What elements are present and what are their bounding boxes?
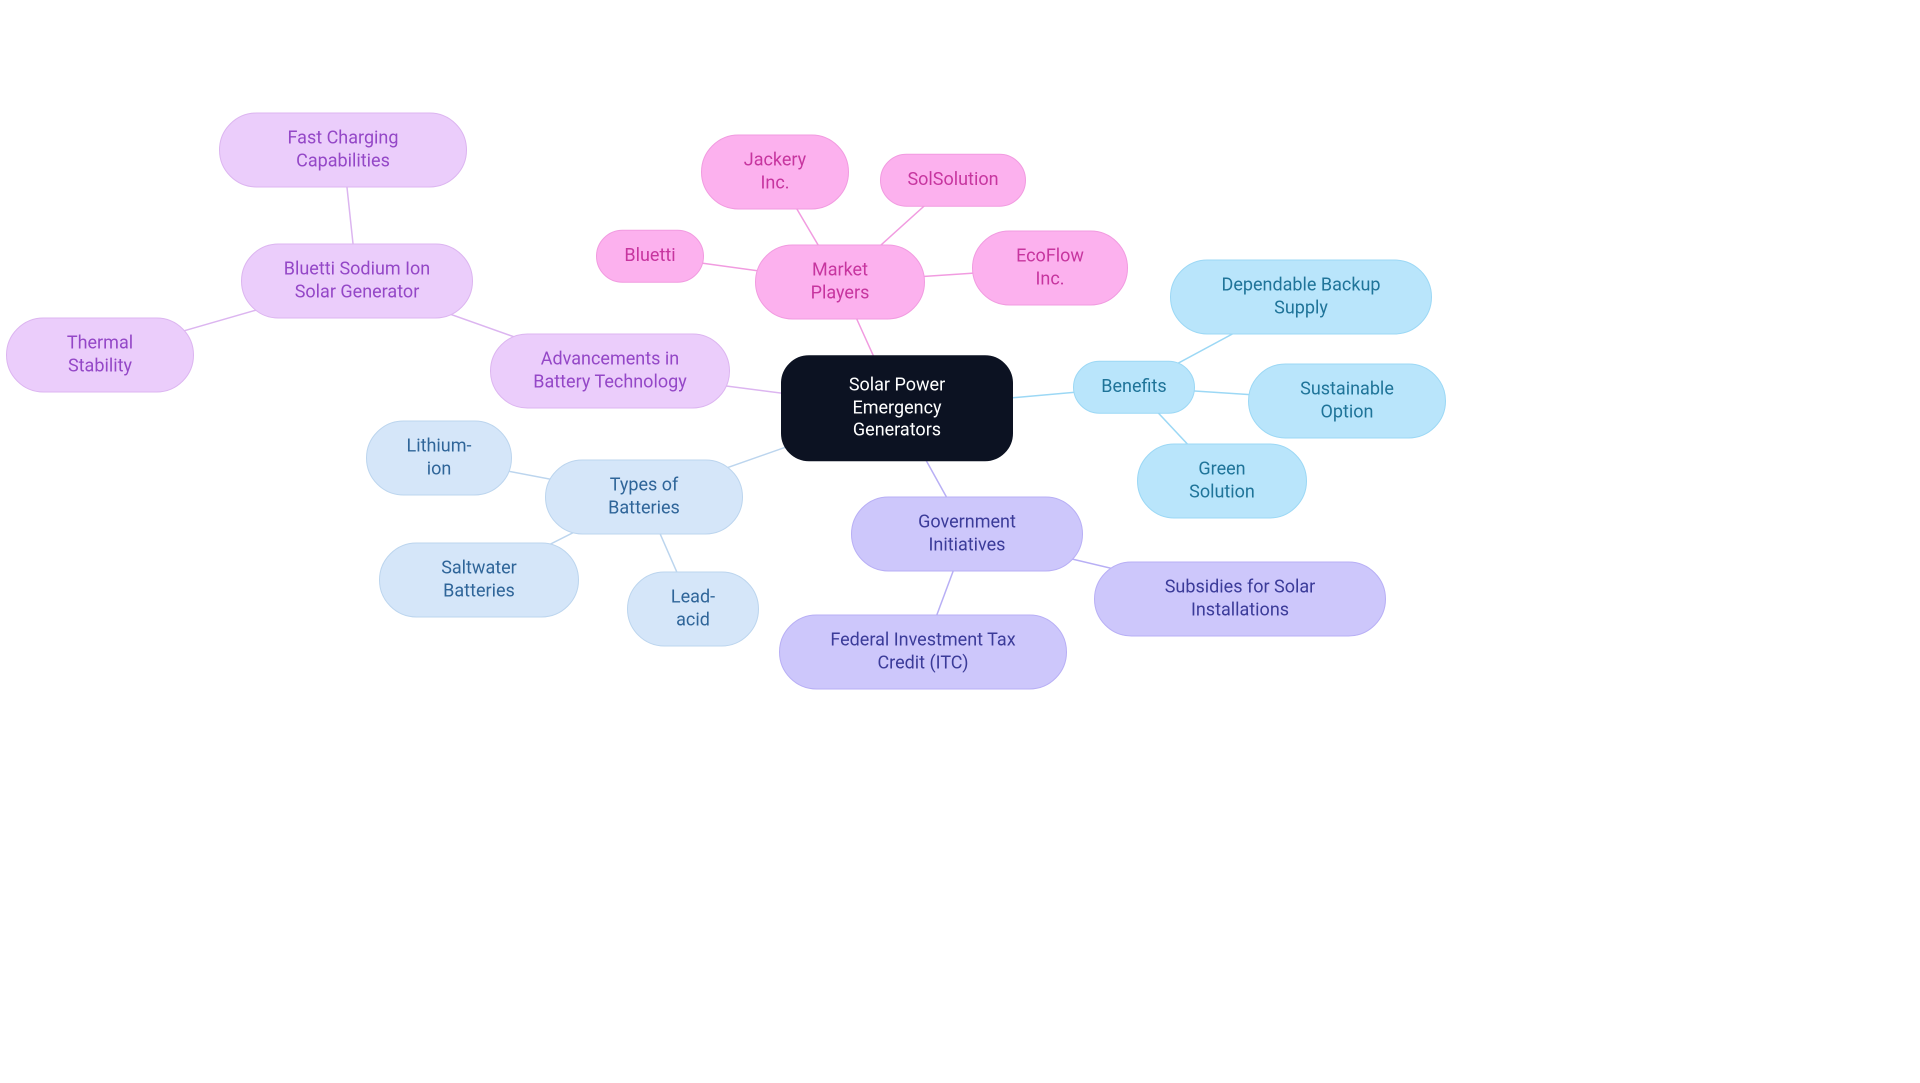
node-benefits: Benefits — [1073, 361, 1195, 414]
node-saltwater: Saltwater Batteries — [379, 543, 579, 618]
node-root: Solar Power Emergency Generators — [781, 355, 1013, 461]
node-sustainable: Sustainable Option — [1248, 364, 1446, 439]
node-dependable: Dependable Backup Supply — [1170, 260, 1432, 335]
node-bluetti-player: Bluetti — [596, 230, 704, 283]
node-label: Dependable Backup Supply — [1199, 275, 1403, 320]
node-label: Subsidies for Solar Installations — [1123, 577, 1357, 622]
node-label: SolSolution — [907, 169, 998, 192]
node-subsidies: Subsidies for Solar Installations — [1094, 562, 1386, 637]
node-label: Sustainable Option — [1277, 379, 1417, 424]
node-green: Green Solution — [1137, 444, 1307, 519]
node-label: Lithium-ion — [395, 436, 483, 481]
node-thermal: Thermal Stability — [6, 318, 194, 393]
node-fastcharge: Fast Charging Capabilities — [219, 113, 467, 188]
node-label: Lead-acid — [656, 587, 730, 632]
node-label: Advancements in Battery Technology — [519, 349, 701, 394]
node-ecoflow: EcoFlow Inc. — [972, 231, 1128, 306]
node-label: Solar Power Emergency Generators — [814, 374, 980, 442]
node-label: Types of Batteries — [574, 475, 714, 520]
node-lead: Lead-acid — [627, 572, 759, 647]
node-label: Bluetti — [624, 245, 675, 268]
node-types: Types of Batteries — [545, 460, 743, 535]
node-label: Jackery Inc. — [730, 150, 820, 195]
node-label: Bluetti Sodium Ion Solar Generator — [270, 259, 444, 304]
node-label: Saltwater Batteries — [408, 558, 550, 603]
node-itc: Federal Investment Tax Credit (ITC) — [779, 615, 1067, 690]
node-solsolution: SolSolution — [880, 154, 1026, 207]
node-label: Federal Investment Tax Credit (ITC) — [808, 630, 1038, 675]
node-label: Green Solution — [1166, 459, 1278, 504]
node-advancements: Advancements in Battery Technology — [490, 334, 730, 409]
node-gov: Government Initiatives — [851, 497, 1083, 572]
node-lithium: Lithium-ion — [366, 421, 512, 496]
node-market: Market Players — [755, 245, 925, 320]
node-jackery: Jackery Inc. — [701, 135, 849, 210]
node-label: EcoFlow Inc. — [1001, 246, 1099, 291]
node-label: Thermal Stability — [35, 333, 165, 378]
node-label: Benefits — [1101, 376, 1166, 399]
node-label: Government Initiatives — [880, 512, 1054, 557]
node-bluetti-gen: Bluetti Sodium Ion Solar Generator — [241, 244, 473, 319]
node-label: Market Players — [784, 260, 896, 305]
node-label: Fast Charging Capabilities — [248, 128, 438, 173]
